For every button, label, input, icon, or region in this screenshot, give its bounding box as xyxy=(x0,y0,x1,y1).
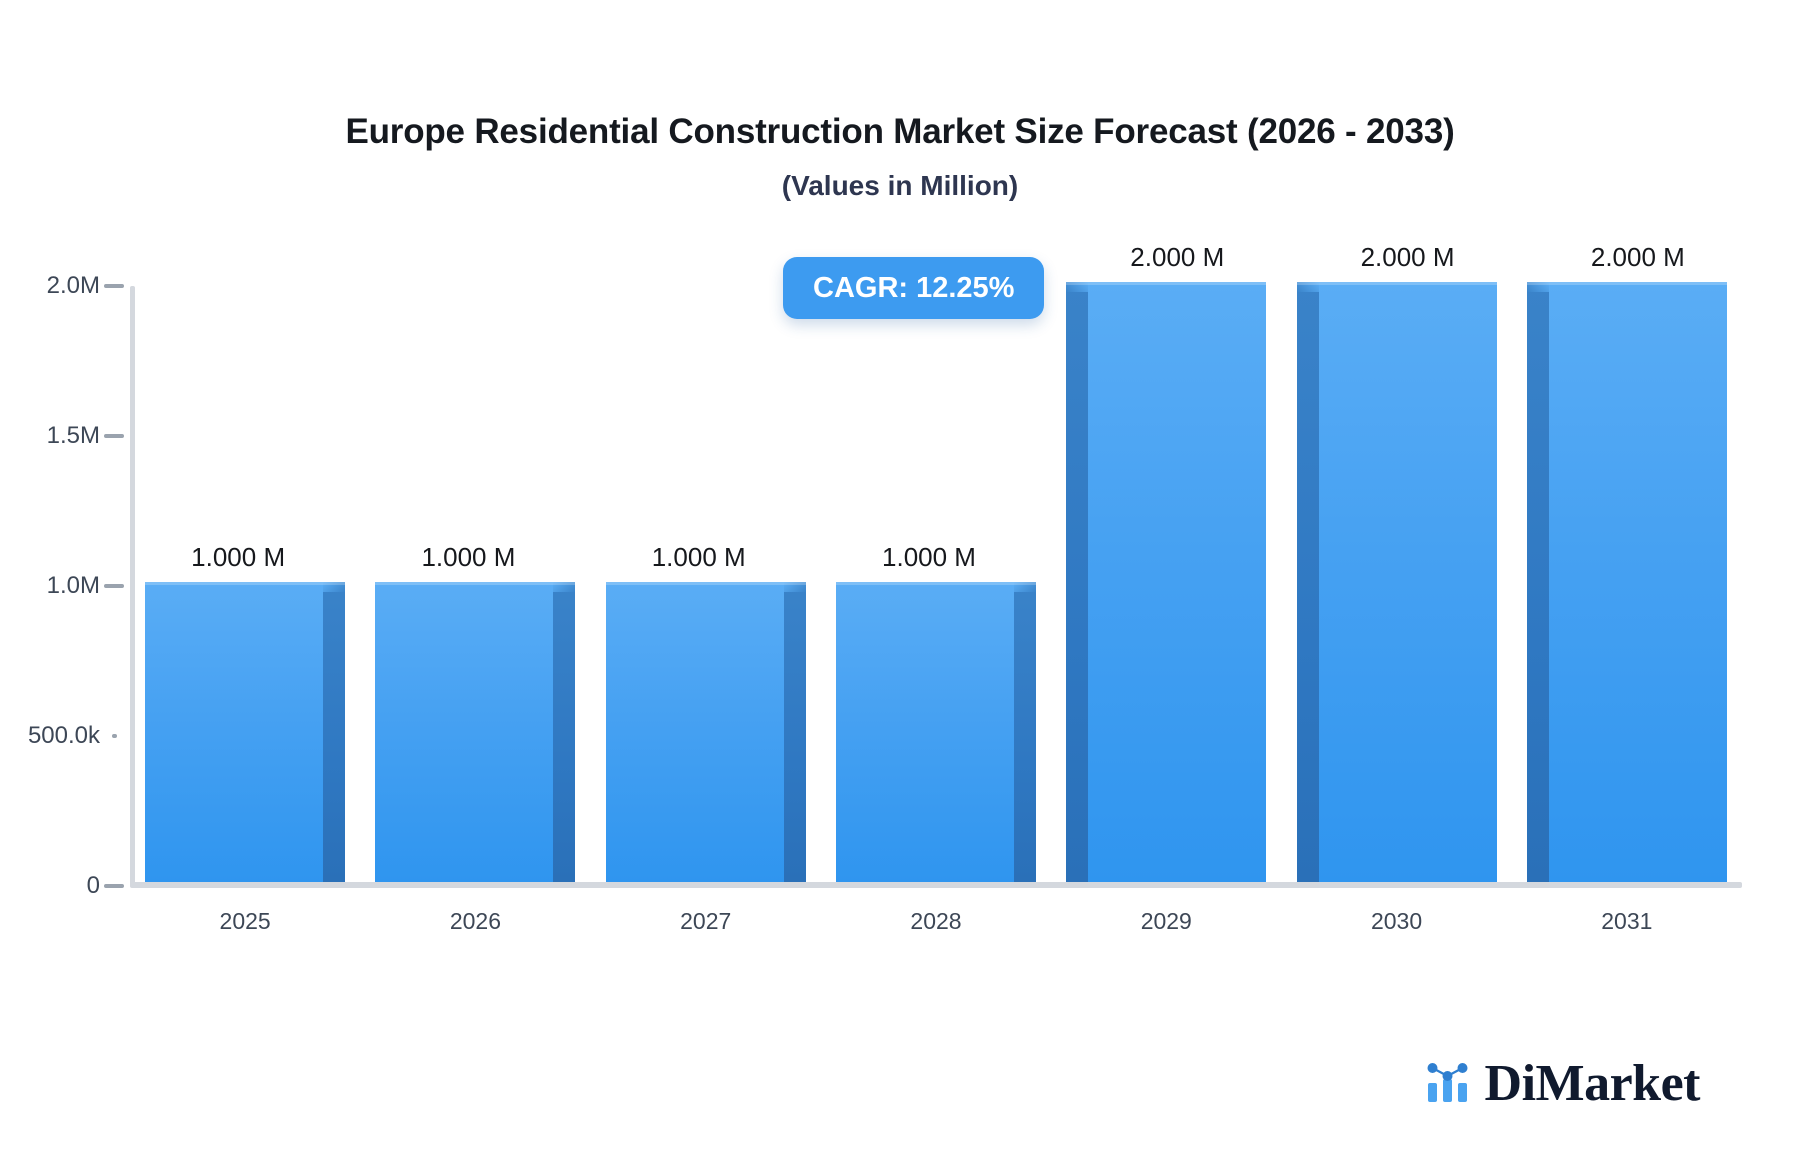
bar-side-face xyxy=(783,582,806,882)
y-axis-tick-label: 500.0k xyxy=(27,722,100,749)
bar-front-face xyxy=(605,582,806,882)
bar-value-label: 1.000 M xyxy=(882,542,976,572)
y-axis-tick-mark xyxy=(104,434,124,438)
bar-value-label: 2.000 M xyxy=(1360,242,1455,272)
brand-logo: DiMarket xyxy=(1425,1055,1701,1112)
bar-front-face xyxy=(145,582,346,882)
x-axis-tick-label: 2027 xyxy=(680,908,732,934)
bar xyxy=(145,582,346,882)
y-axis-tick-label: 0 xyxy=(86,872,100,899)
x-axis-tick-label: 2031 xyxy=(1601,908,1653,934)
bar xyxy=(1066,282,1267,882)
bar-front-face xyxy=(836,582,1036,882)
bar-top-highlight xyxy=(1296,282,1497,285)
bar-side-face xyxy=(553,582,576,882)
x-axis-tick-label: 2028 xyxy=(910,908,962,934)
y-axis-line xyxy=(130,286,135,886)
x-axis-tick-label: 2030 xyxy=(1370,908,1423,934)
x-axis-tick-label: 2025 xyxy=(219,908,271,934)
x-axis-tick-label: 2029 xyxy=(1140,908,1192,934)
bar-value-label: 2.000 M xyxy=(1590,242,1685,272)
plot-area xyxy=(130,282,1742,888)
bar-front-face xyxy=(1066,282,1267,882)
bar xyxy=(375,582,576,882)
bar-front-face xyxy=(1296,282,1497,882)
bar-top-cap xyxy=(553,582,576,592)
y-axis-tick-label: 1.0M xyxy=(46,572,100,599)
y-axis-tick-label: 1.5M xyxy=(46,422,100,449)
x-axis-tick-label: 2026 xyxy=(449,908,501,934)
bar-side-face xyxy=(1066,282,1089,882)
bar xyxy=(1296,282,1497,882)
bar-top-cap xyxy=(1526,282,1549,292)
bar-value-label: 1.000 M xyxy=(421,542,516,572)
bar-front-face xyxy=(1526,282,1727,882)
cagr-badge: CAGR: 12.25% xyxy=(783,257,1045,319)
bar-value-label: 1.000 M xyxy=(191,542,286,572)
bar-front-face xyxy=(375,582,576,882)
bar xyxy=(605,582,806,882)
bar-top-highlight xyxy=(375,582,576,585)
bar-side-face xyxy=(323,582,346,882)
bar-top-cap xyxy=(783,582,806,592)
bar-top-highlight xyxy=(836,582,1036,585)
bar-top-highlight xyxy=(1526,282,1727,285)
bar-side-face xyxy=(1014,582,1036,882)
bar-side-face xyxy=(1296,282,1319,882)
bar-value-label: 1.000 M xyxy=(651,542,746,572)
bar-top-highlight xyxy=(145,582,346,585)
bar-top-highlight xyxy=(1066,282,1267,285)
bar-side-face xyxy=(1526,282,1549,882)
bar-top-highlight xyxy=(605,582,806,585)
bar-value-label: 2.000 M xyxy=(1130,242,1225,272)
y-axis-tick-mark xyxy=(104,284,124,288)
bar-top-cap xyxy=(323,582,346,592)
y-axis-tick-label: 2.0M xyxy=(46,272,100,299)
chart-title: Europe Residential Construction Market S… xyxy=(345,112,1455,151)
bar-top-cap xyxy=(1014,582,1036,592)
chart-subtitle: (Values in Million) xyxy=(781,170,1019,201)
x-axis-line xyxy=(130,882,1742,888)
bar-top-cap xyxy=(1066,282,1089,292)
y-axis-tick-mark xyxy=(112,734,117,738)
bar xyxy=(1526,282,1727,882)
y-axis-tick-mark xyxy=(104,884,124,888)
bar-top-cap xyxy=(1296,282,1319,292)
brand-logo-text: DiMarket xyxy=(1484,1055,1701,1112)
bar xyxy=(836,582,1036,882)
y-axis-tick-mark xyxy=(104,584,124,588)
bar-chart-dots-icon xyxy=(1425,1059,1471,1110)
